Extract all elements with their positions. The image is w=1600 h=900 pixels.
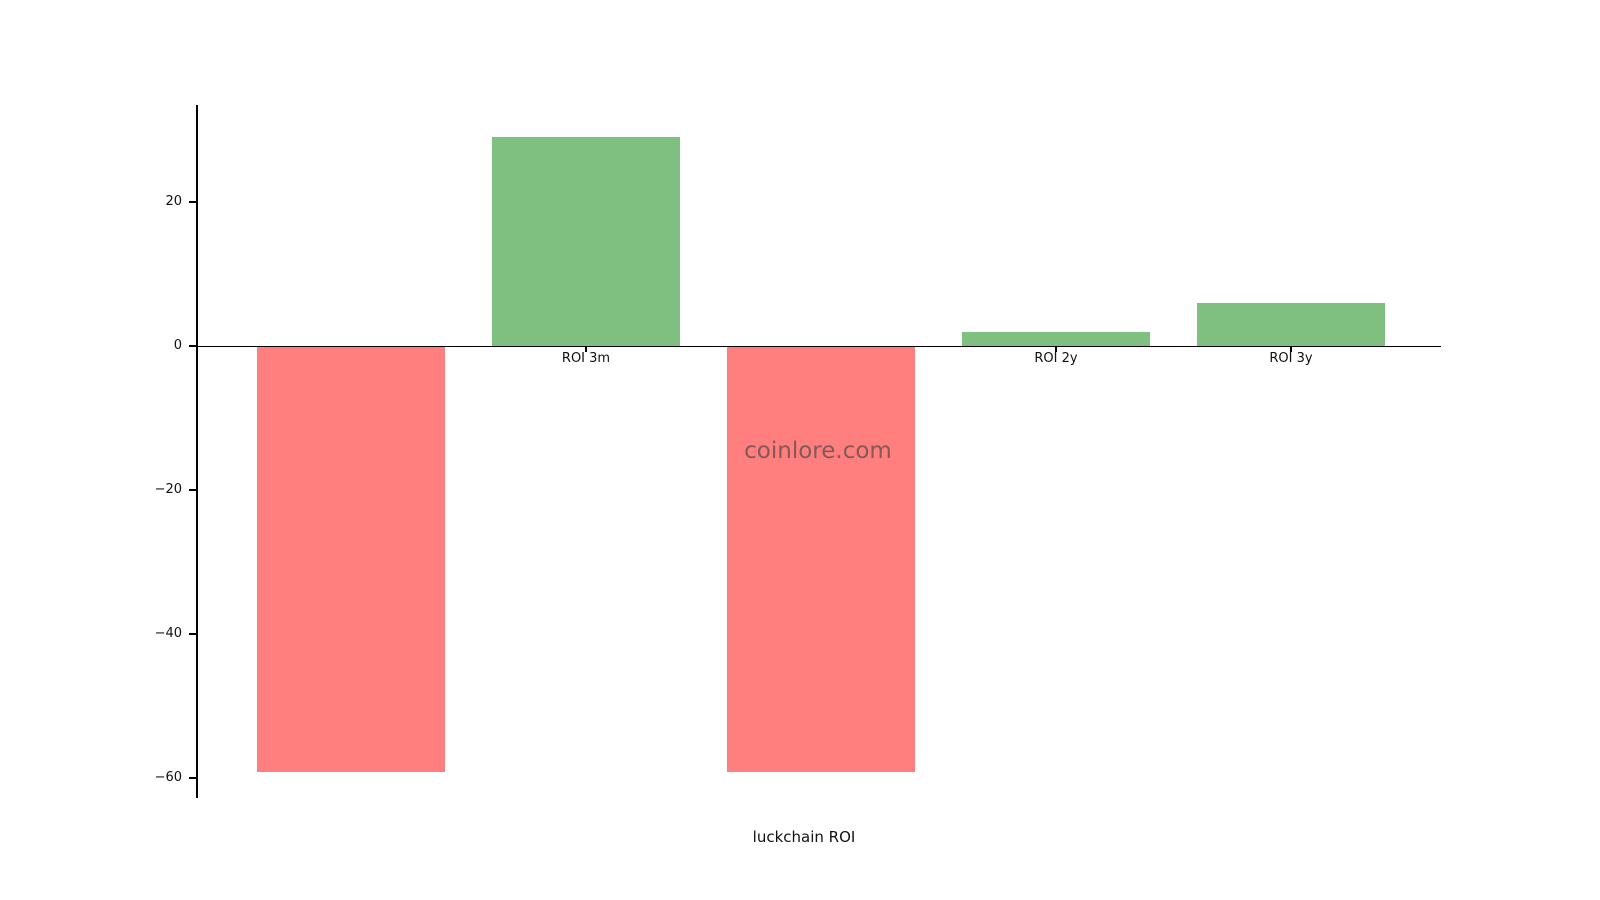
y-tick-label: 20 [165,194,182,209]
bar-unlabeled-0 [257,347,445,772]
bar-unlabeled-2 [727,347,915,772]
watermark-text: coinlore.com [744,438,892,464]
y-tick-label: −60 [154,770,182,785]
bar-roi-3y [1197,302,1385,346]
x-axis-zero-line [196,345,1441,347]
x-tick-label: ROI 3m [561,351,611,366]
y-tick-label: −40 [154,626,182,641]
x-tick-label: ROI 2y [1034,351,1078,366]
x-tick-mark [585,347,587,352]
x-axis-title: luckchain ROI [752,828,856,846]
y-tick-label: −20 [154,482,182,497]
y-tick-mark [189,777,196,779]
y-tick-mark [189,345,196,347]
x-tick-mark [1290,347,1292,352]
y-tick-label: 0 [173,338,182,353]
y-tick-mark [189,633,196,635]
x-tick-label: ROI 3y [1269,351,1313,366]
y-tick-mark [189,201,196,203]
y-tick-mark [189,489,196,491]
bar-roi-2y [962,331,1150,346]
x-tick-mark [1055,347,1057,352]
y-axis-line [196,105,198,798]
bar-roi-3m [492,137,680,346]
